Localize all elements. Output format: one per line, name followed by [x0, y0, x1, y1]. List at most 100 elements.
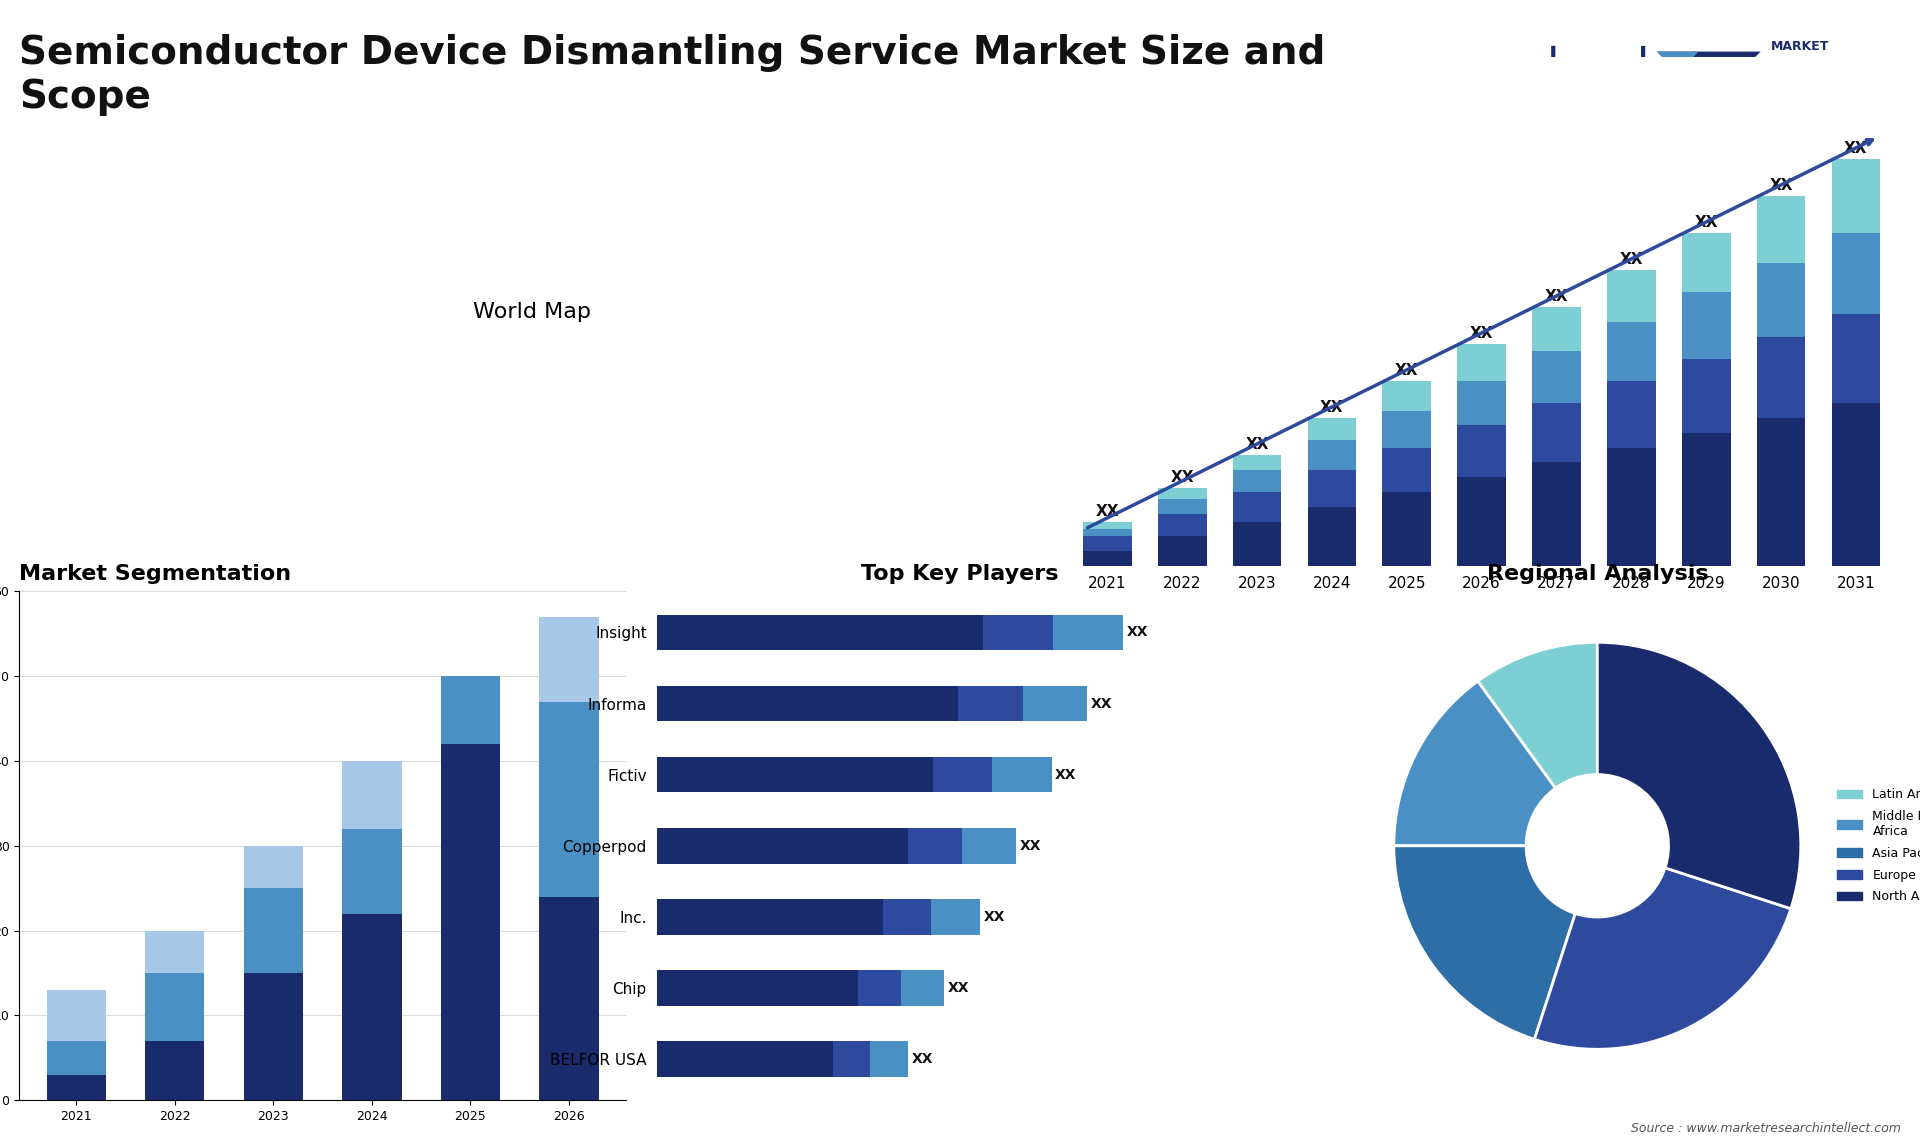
Polygon shape: [1657, 52, 1761, 103]
Bar: [1757, 337, 1805, 418]
Bar: [146, 1041, 204, 1100]
Bar: [657, 685, 1087, 721]
Bar: [1757, 196, 1805, 262]
Text: XX: XX: [1695, 215, 1718, 230]
Bar: [1382, 492, 1430, 566]
Bar: [657, 1042, 908, 1077]
Text: XX: XX: [1020, 839, 1041, 853]
Bar: [1083, 521, 1131, 529]
Bar: [1832, 233, 1880, 314]
Bar: [1308, 440, 1356, 470]
Text: XX: XX: [1096, 503, 1119, 519]
Bar: [657, 614, 1123, 650]
Bar: [993, 756, 1052, 792]
Bar: [1233, 455, 1281, 470]
Bar: [983, 614, 1123, 650]
Text: XX: XX: [1843, 141, 1868, 156]
Bar: [244, 846, 303, 888]
Bar: [1457, 380, 1505, 425]
Bar: [1682, 433, 1730, 566]
Bar: [657, 756, 1052, 792]
Bar: [342, 913, 401, 1100]
Bar: [1308, 507, 1356, 566]
Bar: [1607, 270, 1655, 322]
Text: XX: XX: [1770, 178, 1793, 193]
Bar: [1382, 380, 1430, 410]
Bar: [244, 888, 303, 973]
Bar: [858, 971, 945, 1006]
Bar: [933, 756, 1052, 792]
Bar: [442, 676, 499, 744]
Bar: [1083, 529, 1131, 536]
Polygon shape: [1657, 52, 1699, 74]
Bar: [540, 896, 599, 1100]
Bar: [657, 829, 1016, 864]
Bar: [1308, 470, 1356, 507]
Bar: [1607, 448, 1655, 566]
Bar: [657, 971, 945, 1006]
Bar: [342, 829, 401, 913]
Text: MARKET
RESEARCH
INTELLECT: MARKET RESEARCH INTELLECT: [1770, 39, 1845, 87]
Bar: [1607, 380, 1655, 448]
Title: Top Key Players: Top Key Players: [862, 564, 1058, 584]
Bar: [1233, 492, 1281, 521]
Text: World Map: World Map: [472, 301, 591, 322]
Text: XX: XX: [1091, 697, 1112, 711]
Bar: [657, 900, 979, 935]
Bar: [1083, 551, 1131, 566]
Bar: [1382, 448, 1430, 492]
Bar: [1832, 403, 1880, 566]
Text: XX: XX: [983, 910, 1004, 924]
Bar: [1308, 418, 1356, 440]
Bar: [1457, 344, 1505, 380]
Bar: [1457, 477, 1505, 566]
Bar: [1083, 536, 1131, 551]
Text: XX: XX: [1546, 289, 1569, 304]
Bar: [540, 617, 599, 701]
Bar: [442, 744, 499, 1100]
Bar: [900, 971, 945, 1006]
Text: Semiconductor Device Dismantling Service Market Size and
Scope: Semiconductor Device Dismantling Service…: [19, 34, 1325, 117]
Bar: [958, 685, 1087, 721]
Text: XX: XX: [1171, 470, 1194, 485]
Text: XX: XX: [947, 981, 970, 995]
Wedge shape: [1394, 846, 1574, 1039]
Text: XX: XX: [1396, 363, 1419, 378]
Title: Regional Analysis: Regional Analysis: [1486, 564, 1709, 584]
Bar: [46, 1041, 106, 1075]
Text: XX: XX: [1321, 400, 1344, 415]
Text: XX: XX: [1127, 626, 1148, 639]
Bar: [1158, 515, 1206, 536]
Wedge shape: [1478, 642, 1597, 788]
Bar: [1832, 159, 1880, 233]
Text: XX: XX: [1471, 327, 1494, 342]
Bar: [1023, 685, 1087, 721]
Legend: Type, Application, Geography: Type, Application, Geography: [1012, 779, 1135, 861]
Bar: [1757, 418, 1805, 566]
Wedge shape: [1394, 681, 1555, 846]
Bar: [883, 900, 979, 935]
Bar: [1532, 352, 1580, 403]
Bar: [1457, 425, 1505, 477]
Bar: [908, 829, 1016, 864]
Bar: [962, 829, 1016, 864]
Bar: [1233, 470, 1281, 492]
Bar: [46, 990, 106, 1041]
Wedge shape: [1597, 642, 1801, 909]
Text: XX: XX: [1620, 252, 1644, 267]
Bar: [1382, 410, 1430, 448]
Text: Source : www.marketresearchintellect.com: Source : www.marketresearchintellect.com: [1630, 1122, 1901, 1135]
Wedge shape: [1534, 868, 1791, 1050]
Bar: [1682, 292, 1730, 359]
Bar: [931, 900, 979, 935]
Bar: [244, 973, 303, 1100]
Bar: [1682, 359, 1730, 433]
Text: XX: XX: [1056, 768, 1077, 782]
Text: XX: XX: [912, 1052, 933, 1066]
Bar: [540, 701, 599, 896]
Bar: [1532, 403, 1580, 463]
Bar: [1158, 500, 1206, 515]
Legend: Latin America, Middle East &
Africa, Asia Pacific, Europe, North America: Latin America, Middle East & Africa, Asi…: [1832, 784, 1920, 909]
Bar: [1682, 233, 1730, 292]
Bar: [870, 1042, 908, 1077]
